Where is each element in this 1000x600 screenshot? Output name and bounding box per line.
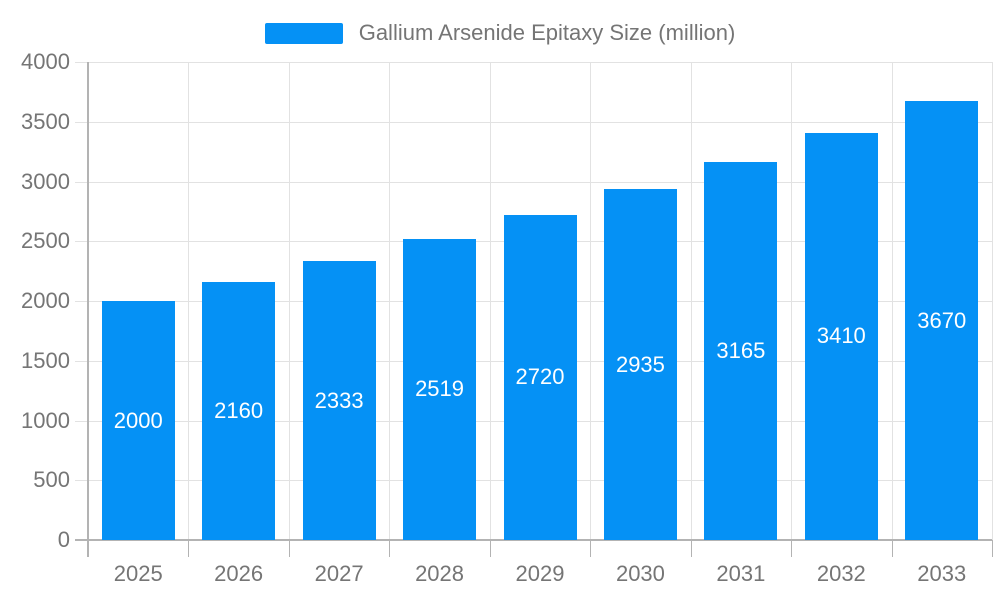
gridline-vertical — [188, 62, 190, 540]
x-tick-label: 2032 — [816, 561, 866, 586]
x-axis-tick — [791, 540, 793, 557]
x-tick-label: 2028 — [415, 561, 465, 586]
x-tick-label: 2027 — [314, 561, 364, 586]
x-axis-tick — [288, 540, 290, 557]
x-axis-tick — [590, 540, 592, 557]
x-axis-tick — [690, 540, 692, 557]
y-axis-line — [87, 62, 89, 557]
bar[interactable] — [202, 281, 276, 540]
bar[interactable] — [302, 261, 376, 540]
x-axis-tick — [489, 540, 491, 557]
bar-value-label: 2935 — [615, 351, 665, 377]
x-axis-tick — [188, 540, 190, 557]
gridline-vertical — [690, 62, 692, 540]
y-tick-label: 3000 — [21, 168, 70, 194]
chart-legend[interactable]: Gallium Arsenide Epitaxy Size (million) — [0, 20, 1000, 46]
x-axis-tick — [891, 540, 893, 557]
bar-value-label: 3410 — [816, 323, 866, 349]
bar-value-label: 2000 — [113, 407, 163, 433]
x-tick-label: 2031 — [716, 561, 766, 586]
bar-value-label: 2160 — [214, 397, 264, 423]
x-axis-tick — [389, 540, 391, 557]
gridline-horizontal — [88, 121, 992, 123]
bar[interactable] — [603, 189, 677, 540]
gridline-horizontal — [88, 62, 992, 63]
bar[interactable] — [804, 132, 878, 540]
y-axis-tick — [75, 480, 88, 482]
y-tick-label: 1500 — [21, 347, 70, 373]
gridline-horizontal — [88, 181, 992, 183]
y-tick-label: 0 — [57, 527, 70, 552]
bar[interactable] — [101, 301, 175, 540]
y-axis-tick — [75, 241, 88, 243]
bar-value-label: 3670 — [917, 307, 967, 333]
legend-label: Gallium Arsenide Epitaxy Size (million) — [358, 20, 736, 45]
bar-value-label: 2720 — [515, 364, 565, 390]
x-tick-label: 2026 — [214, 561, 264, 586]
y-axis-tick — [75, 181, 88, 183]
y-tick-label: 3500 — [21, 108, 70, 134]
gridline-vertical — [891, 62, 893, 540]
y-tick-label: 2000 — [21, 288, 70, 313]
x-axis-line — [75, 539, 992, 541]
y-tick-label: 1000 — [21, 407, 70, 433]
gridline-vertical — [590, 62, 592, 540]
y-axis-tick — [75, 301, 88, 302]
y-tick-label: 2500 — [21, 228, 70, 254]
x-tick-label: 2029 — [515, 561, 565, 586]
bar[interactable] — [905, 101, 979, 540]
x-tick-label: 2030 — [615, 561, 665, 586]
x-axis-tick — [992, 540, 993, 557]
gridline-vertical — [489, 62, 491, 540]
gridline-vertical — [389, 62, 391, 540]
bar[interactable] — [503, 214, 577, 540]
y-axis-tick — [75, 360, 88, 362]
bar[interactable] — [704, 161, 778, 540]
y-axis-tick — [75, 62, 88, 63]
legend-swatch-icon — [264, 22, 343, 44]
gridline-vertical — [791, 62, 793, 540]
bar-value-label: 2519 — [415, 376, 465, 402]
y-axis-tick — [75, 121, 88, 123]
bar-value-label: 3165 — [716, 337, 766, 363]
y-tick-label: 4000 — [21, 49, 70, 74]
y-axis-tick — [75, 420, 88, 422]
x-tick-label: 2025 — [113, 561, 163, 586]
gridline-vertical — [288, 62, 290, 540]
bar[interactable] — [403, 238, 477, 540]
gridline-vertical — [992, 62, 993, 540]
bar-value-label: 2333 — [314, 387, 364, 413]
x-tick-label: 2033 — [917, 561, 967, 586]
y-tick-label: 500 — [33, 467, 70, 493]
